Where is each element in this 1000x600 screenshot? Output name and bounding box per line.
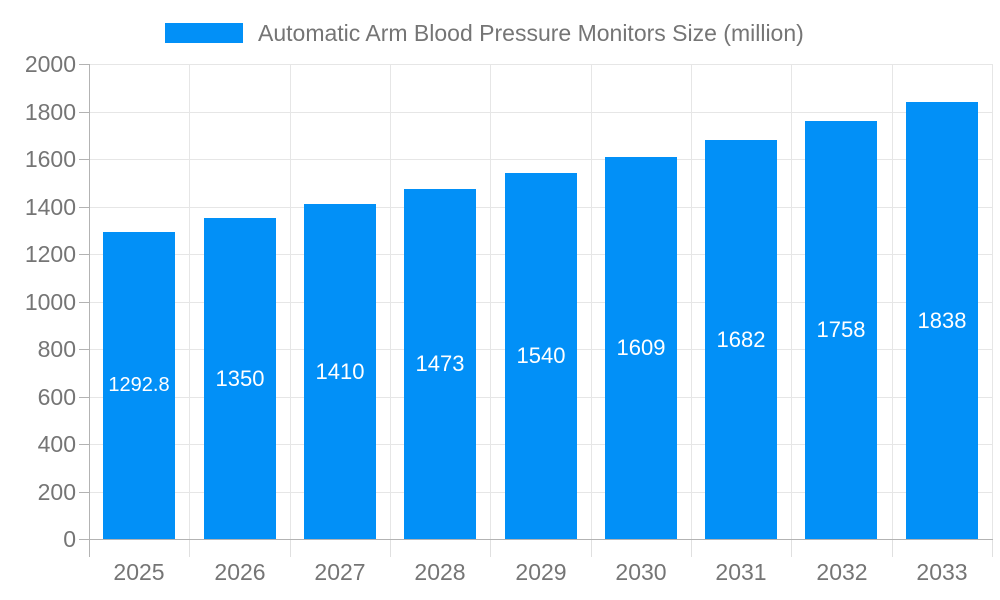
plot-area: 1292.8 1350 1410 1473 1540 1609 1682 1758 1838	[89, 64, 993, 539]
x-axis-tick-label: 2032	[816, 559, 868, 585]
x-axis-tick	[390, 540, 391, 557]
bar[interactable]: 1609	[605, 157, 677, 539]
x-axis-tick-label: 2028	[414, 559, 466, 585]
y-axis-tick	[79, 159, 89, 160]
bar[interactable]: 1682	[705, 140, 777, 539]
x-axis-tick	[290, 540, 291, 557]
v-gridline	[290, 64, 291, 539]
v-gridline	[591, 64, 592, 539]
bar-value-label: 1473	[415, 351, 465, 376]
y-axis-tick	[79, 539, 89, 540]
y-axis-tick	[79, 492, 89, 493]
h-gridline	[89, 159, 992, 160]
y-axis-tick	[79, 397, 89, 398]
h-gridline	[89, 64, 992, 65]
y-axis-tick-label: 1400	[24, 194, 76, 220]
bar[interactable]: 1540	[505, 173, 577, 539]
y-axis-tick-label: 1200	[24, 241, 76, 267]
y-axis-line	[89, 64, 90, 557]
v-gridline	[791, 64, 792, 539]
v-gridline	[490, 64, 491, 539]
v-gridline	[390, 64, 391, 539]
bar[interactable]: 1350	[204, 218, 276, 539]
y-axis-tick	[79, 302, 89, 303]
x-axis-tick	[791, 540, 792, 557]
bar[interactable]: 1473	[404, 189, 476, 539]
bar-value-label: 1292.8	[108, 374, 170, 396]
bar-value-label: 1410	[315, 358, 365, 384]
y-axis-tick-label: 400	[37, 431, 76, 457]
y-axis-tick-label: 200	[37, 479, 76, 505]
bar[interactable]: 1410	[304, 204, 376, 539]
y-axis-tick-label: 600	[37, 384, 76, 410]
x-axis-tick-label: 2031	[715, 559, 767, 585]
h-gridline	[89, 112, 992, 113]
bar[interactable]: 1292.8	[103, 232, 175, 539]
x-axis-tick-label: 2030	[615, 559, 667, 585]
y-axis-tick-label: 2000	[24, 51, 76, 77]
legend-series-label: Automatic Arm Blood Pressure Monitors Si…	[258, 20, 804, 46]
y-axis-tick	[79, 444, 89, 445]
y-axis-tick	[79, 207, 89, 208]
x-axis-tick-label: 2029	[515, 559, 567, 585]
v-gridline	[892, 64, 893, 539]
v-gridline	[691, 64, 692, 539]
x-axis-tick-label: 2025	[113, 559, 165, 585]
x-axis-tick	[992, 540, 993, 557]
v-gridline	[189, 64, 190, 539]
bar-value-label: 1609	[616, 335, 666, 360]
v-gridline	[992, 64, 993, 539]
y-axis-tick	[79, 254, 89, 255]
x-axis-tick	[691, 540, 692, 557]
bar-value-label: 1682	[716, 326, 766, 352]
y-axis-tick-label: 800	[37, 336, 76, 362]
bar-value-label: 1540	[516, 343, 566, 368]
x-axis-tick	[490, 540, 491, 557]
bar-value-label: 1350	[215, 365, 265, 391]
bar[interactable]: 1758	[805, 121, 877, 539]
y-axis-tick	[79, 349, 89, 350]
legend-swatch	[165, 23, 243, 43]
y-axis-tick-label: 1600	[24, 146, 76, 172]
y-axis-tick-label: 0	[63, 526, 76, 552]
bar[interactable]: 1838	[906, 102, 978, 539]
y-axis-tick-label: 1800	[24, 99, 76, 125]
x-axis-line	[89, 539, 993, 540]
x-axis-tick	[591, 540, 592, 557]
bar-value-label: 1838	[917, 307, 967, 333]
bar-value-label: 1758	[816, 317, 866, 342]
x-axis-tick-label: 2026	[214, 559, 266, 585]
x-axis-tick	[189, 540, 190, 557]
y-axis-tick	[79, 64, 89, 65]
x-axis-tick-label: 2033	[916, 559, 968, 585]
x-axis-tick	[892, 540, 893, 557]
x-axis-tick-label: 2027	[314, 559, 366, 585]
y-axis-tick-label: 1000	[24, 289, 76, 315]
y-axis-tick	[79, 112, 89, 113]
